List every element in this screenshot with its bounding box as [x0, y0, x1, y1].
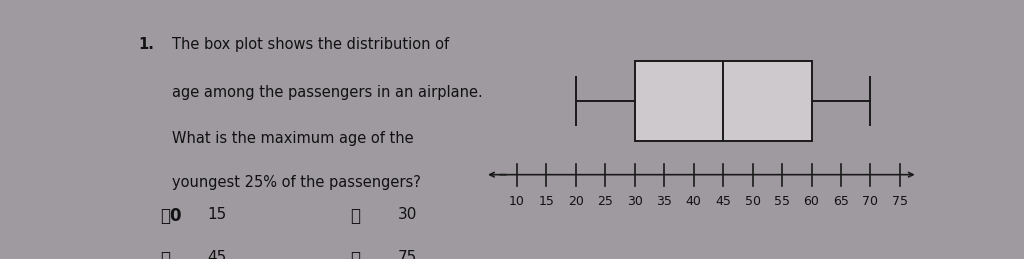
Text: 55: 55 — [774, 195, 791, 208]
Text: 50: 50 — [744, 195, 761, 208]
Text: What is the maximum age of the: What is the maximum age of the — [172, 131, 414, 146]
Text: 20: 20 — [567, 195, 584, 208]
Text: 15: 15 — [207, 207, 226, 222]
Text: 30: 30 — [397, 207, 417, 222]
Text: 75: 75 — [892, 195, 908, 208]
Text: 40: 40 — [686, 195, 701, 208]
Text: 75: 75 — [397, 250, 417, 259]
Text: 35: 35 — [656, 195, 672, 208]
Text: 1.: 1. — [138, 37, 155, 52]
Text: 15: 15 — [539, 195, 554, 208]
Text: 65: 65 — [834, 195, 849, 208]
Bar — [635, 61, 811, 141]
Text: ␶0: ␶0 — [160, 207, 181, 225]
Text: 10: 10 — [509, 195, 524, 208]
Text: 45: 45 — [207, 250, 226, 259]
Text: 60: 60 — [804, 195, 819, 208]
Text: age among the passengers in an airplane.: age among the passengers in an airplane. — [172, 85, 482, 100]
Text: Ⓓ: Ⓓ — [350, 250, 360, 259]
Text: 25: 25 — [597, 195, 613, 208]
Text: 70: 70 — [862, 195, 879, 208]
Text: youngest 25% of the passengers?: youngest 25% of the passengers? — [172, 175, 421, 190]
Text: Ⓑ: Ⓑ — [160, 250, 170, 259]
Text: The box plot shows the distribution of: The box plot shows the distribution of — [172, 37, 449, 52]
Text: 30: 30 — [627, 195, 643, 208]
Text: Ⓒ: Ⓒ — [350, 207, 360, 225]
Text: 45: 45 — [715, 195, 731, 208]
